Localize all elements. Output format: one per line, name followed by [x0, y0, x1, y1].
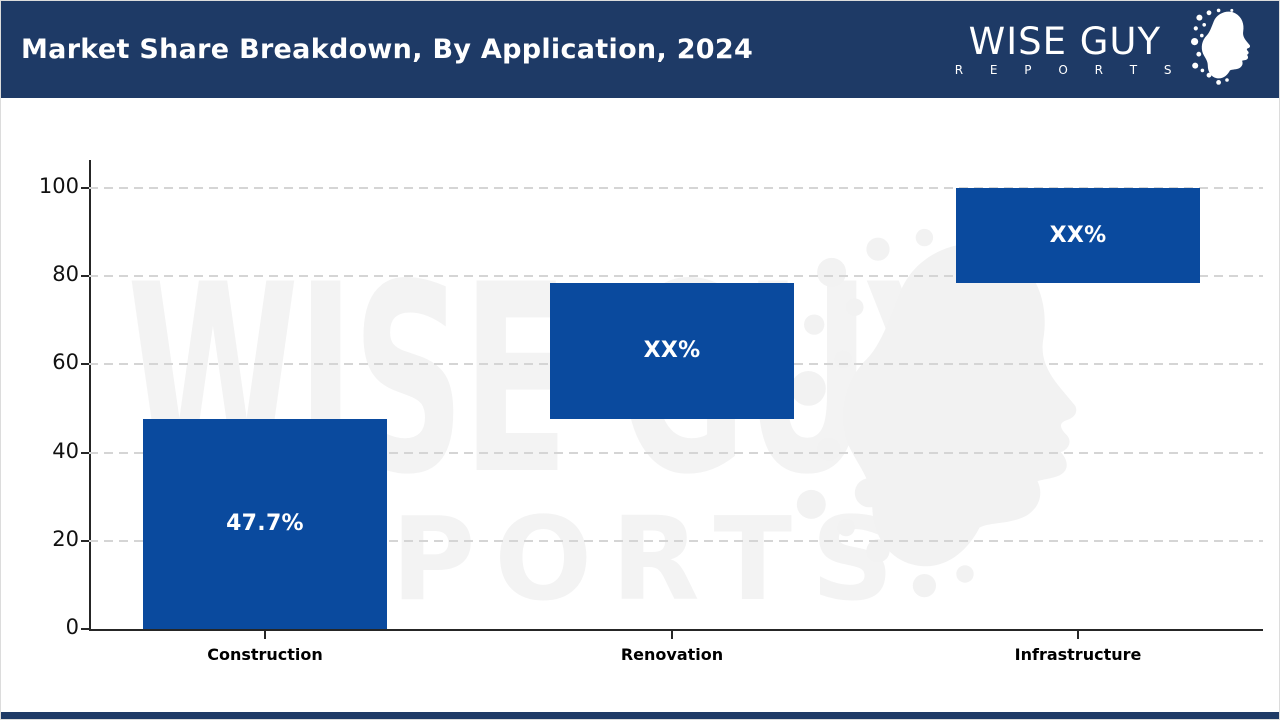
- gridline-40: [89, 451, 1263, 454]
- y-tick-mark-40: [81, 451, 89, 454]
- bar-infrastructure: XX%: [956, 188, 1200, 283]
- y-tick-label-100: 100: [38, 174, 79, 198]
- y-tick-mark-20: [81, 539, 89, 542]
- bar-construction: 47.7%: [143, 418, 387, 629]
- y-tick-label-40: 40: [52, 438, 79, 463]
- bar-value-label: XX%: [643, 338, 701, 364]
- x-tick-mark-2: [1077, 631, 1079, 639]
- watermark-face-icon: [791, 228, 1077, 598]
- x-axis-line: [89, 629, 1263, 631]
- x-tick-mark-1: [671, 631, 673, 639]
- footer-bar: [1, 712, 1279, 719]
- y-tick-label-60: 60: [52, 350, 79, 375]
- y-tick-mark-60: [81, 363, 89, 366]
- page-title: Market Share Breakdown, By Application, …: [21, 34, 754, 65]
- y-tick-label-20: 20: [52, 526, 79, 551]
- y-tick-mark-80: [81, 275, 89, 278]
- gridline-80: [89, 275, 1263, 278]
- bar-renovation: XX%: [550, 282, 794, 419]
- y-tick-label-80: 80: [52, 262, 79, 287]
- brand-logo: WISE GUY R E P O R T S: [947, 5, 1269, 95]
- gridline-100: [89, 187, 1263, 189]
- y-tick-label-0: 0: [65, 615, 79, 639]
- header: Market Share Breakdown, By Application, …: [1, 1, 1279, 98]
- y-tick-mark-100: [81, 187, 89, 189]
- bar-value-label: XX%: [1049, 222, 1107, 248]
- x-axis-label-infrastructure: Infrastructure: [1014, 645, 1142, 664]
- y-tick-mark-0: [81, 628, 89, 630]
- chart-area: WISE GUY REPORTS 0 20 40 60 80 100 47.7% Constr…: [1, 98, 1279, 712]
- brand-text: WISE GUY R E P O R T S: [947, 20, 1183, 77]
- brand-face-icon: [1191, 8, 1251, 85]
- brand-name: WISE GUY: [968, 20, 1162, 64]
- bar-value-label: 47.7%: [226, 511, 304, 537]
- gridline-20: [89, 539, 1263, 542]
- y-axis-line: [89, 160, 91, 631]
- brand-subname: R E P O R T S: [954, 62, 1183, 77]
- plot-area: 0 20 40 60 80 100 47.7% Construction XX% Renovati…: [1, 98, 1279, 712]
- x-axis-label-renovation: Renovation: [620, 645, 724, 664]
- x-axis-label-construction: Construction: [207, 645, 323, 664]
- x-tick-mark-0: [264, 631, 266, 639]
